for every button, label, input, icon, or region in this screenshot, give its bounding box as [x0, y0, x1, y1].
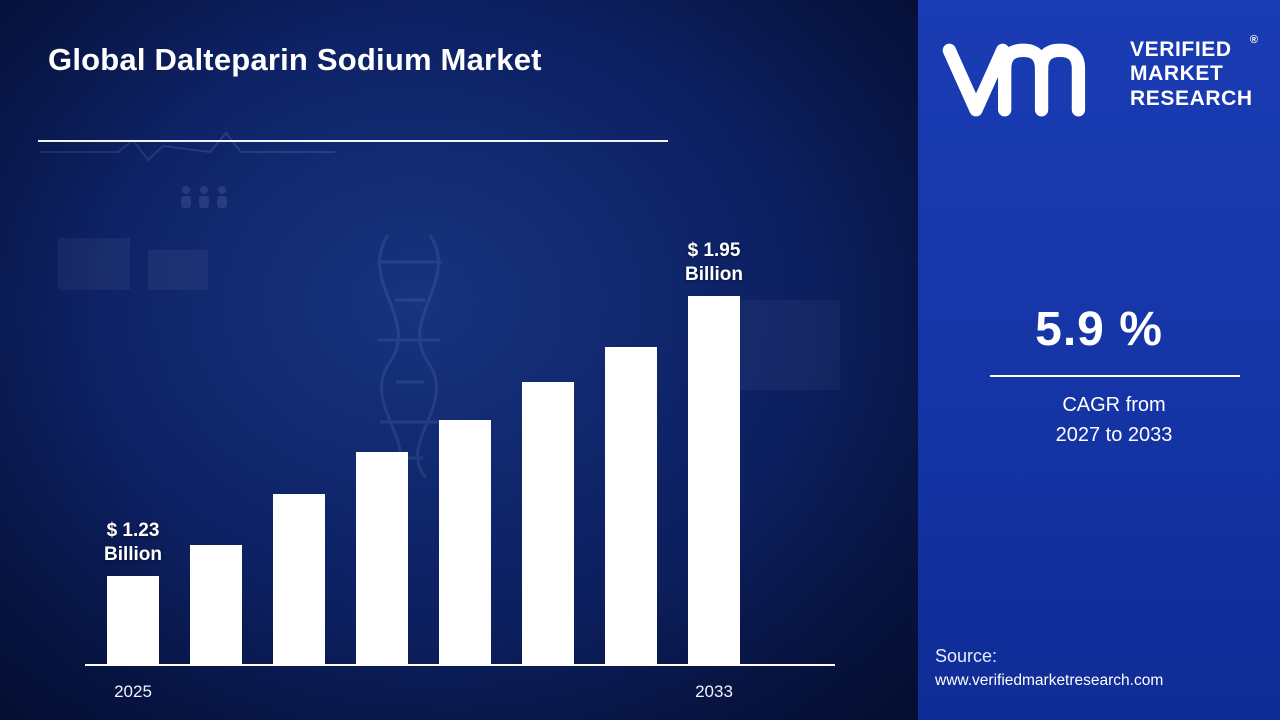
brand-line-2: MARKET: [1130, 62, 1224, 86]
brand-panel: VERIFIED MARKET RESEARCH ® 5.9 % CAGR fr…: [918, 0, 1280, 720]
bar: [439, 420, 491, 666]
page-title: Global Dalteparin Sodium Market: [48, 42, 542, 77]
bar: [107, 576, 159, 666]
x-axis-label: 2033: [695, 682, 733, 701]
bar-column: [522, 196, 574, 666]
registered-trademark: ®: [1249, 34, 1258, 46]
title-underline: [38, 140, 668, 142]
chart-area: Global Dalteparin Sodium Market $ 1.23 Bi…: [0, 0, 920, 720]
bar-column: [439, 196, 491, 666]
brand-logo: VERIFIED MARKET RESEARCH ®: [934, 30, 1264, 120]
bar: [522, 381, 574, 666]
bar-value-label: $ 1.23 Billion: [103, 519, 163, 566]
bar: [190, 544, 242, 666]
cagr-caption-line-2: 2027 to 2033: [1055, 424, 1173, 446]
bar: [273, 494, 325, 666]
bar-value-label: $ 1.95 Billion: [684, 239, 744, 286]
brand-line-3: RESEARCH: [1130, 86, 1253, 110]
bar: [688, 296, 740, 666]
cagr-caption-line-1: CAGR from: [1062, 394, 1166, 416]
brand-line-1: VERIFIED: [1130, 38, 1232, 61]
bar-chart: $ 1.23 Billion 2025 $ 1.95 Billion 2033: [85, 196, 835, 701]
bar-series: $ 1.23 Billion 2025 $ 1.95 Billion 2033: [85, 196, 835, 701]
bar-column: [605, 196, 657, 666]
bar: [356, 451, 408, 666]
source-block: Source: www.verifiedmarketresearch.com: [935, 643, 1163, 692]
cagr-caption: CAGR from 2027 to 2033: [978, 390, 1250, 450]
x-axis-line: [85, 664, 835, 666]
bar-column: $ 1.95 Billion 2033: [684, 196, 744, 701]
bar-column: [190, 196, 242, 666]
vmr-monogram-icon: [942, 43, 1086, 117]
source-url[interactable]: www.verifiedmarketresearch.com: [935, 671, 1164, 689]
bar-column: $ 1.23 Billion 2025: [103, 196, 163, 701]
cagr-divider: [990, 375, 1240, 377]
bar-column: [273, 196, 325, 666]
source-label: Source:: [935, 646, 998, 667]
x-axis-label: 2025: [114, 682, 152, 701]
cagr-value: 5.9 %: [1035, 303, 1163, 356]
brand-name: VERIFIED MARKET RESEARCH: [1130, 38, 1253, 111]
bar: [605, 346, 657, 666]
bar-column: [356, 196, 408, 666]
